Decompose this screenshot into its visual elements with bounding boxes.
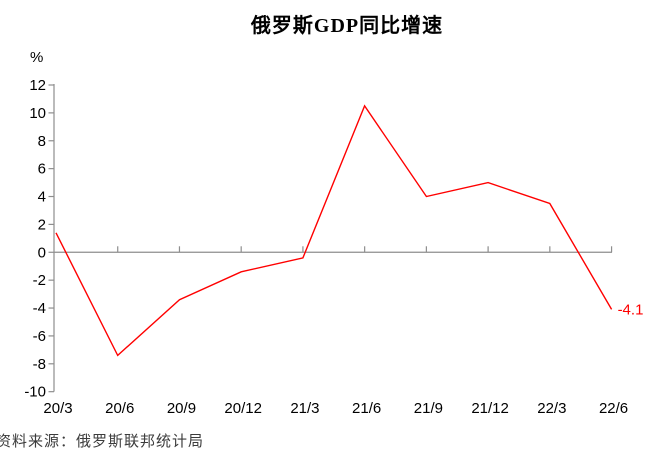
x-tick-label: 20/3 bbox=[43, 400, 72, 417]
x-tick-label: 22/3 bbox=[537, 400, 566, 417]
gdp-growth-line bbox=[55, 104, 613, 357]
y-tick-label: 6 bbox=[38, 161, 46, 178]
data-series bbox=[55, 104, 613, 357]
y-tick-label: 0 bbox=[38, 244, 46, 261]
y-tick-label: 12 bbox=[29, 77, 46, 94]
y-tick-label: 4 bbox=[38, 189, 46, 206]
y-tick-label: -8 bbox=[33, 356, 46, 373]
x-tick-label: 20/9 bbox=[167, 400, 196, 417]
axes bbox=[53, 84, 612, 392]
x-tick-label: 20/6 bbox=[105, 400, 134, 417]
source-note: 资料来源：俄罗斯联邦统计局 bbox=[0, 434, 205, 450]
y-axis-ticks: 12 10 8 6 4 2 0 -2 -4 -6 -8 -10 bbox=[24, 77, 54, 401]
x-axis-ticks: 20/3 20/6 20/9 20/12 21/3 21/6 21/9 21/12 22/3 22… bbox=[43, 246, 628, 417]
x-tick-label: 21/3 bbox=[290, 400, 319, 417]
y-tick-label: 8 bbox=[38, 133, 46, 150]
y-tick-label: -4 bbox=[33, 300, 46, 317]
x-tick-label: 22/6 bbox=[599, 400, 628, 417]
y-tick-label: 10 bbox=[29, 105, 46, 122]
x-tick-label: 20/12 bbox=[224, 400, 262, 417]
x-tick-label: 21/12 bbox=[471, 400, 509, 417]
data-annotation: -4.1 bbox=[618, 301, 644, 318]
y-tick-label: -10 bbox=[24, 384, 46, 401]
x-tick-label: 21/6 bbox=[352, 400, 381, 417]
y-tick-label: -2 bbox=[33, 272, 46, 289]
last-value-label: -4.1 bbox=[618, 301, 644, 318]
x-tick-label: 21/9 bbox=[414, 400, 443, 417]
y-axis-unit-label: % bbox=[30, 49, 43, 66]
y-tick-label: -6 bbox=[33, 328, 46, 345]
chart-title: 俄罗斯GDP同比增速 bbox=[250, 15, 444, 37]
y-tick-label: 2 bbox=[38, 216, 46, 233]
